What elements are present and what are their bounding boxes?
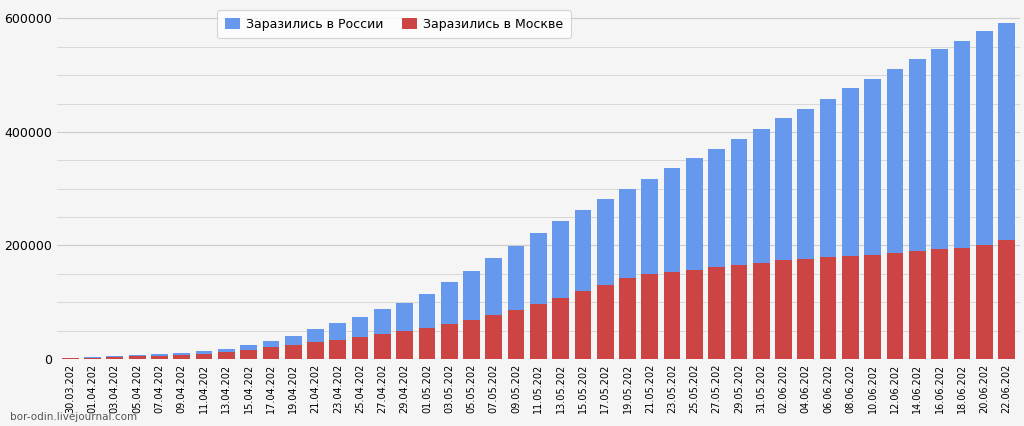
Bar [709, 268, 725, 359]
Bar [730, 139, 748, 359]
Bar [196, 351, 212, 359]
Bar [152, 356, 168, 359]
Bar [84, 357, 101, 359]
Bar [820, 98, 837, 359]
Bar [709, 149, 725, 359]
Bar [753, 262, 770, 359]
Bar [441, 324, 458, 359]
Bar [419, 294, 435, 359]
Bar [976, 245, 992, 359]
Bar [419, 328, 435, 359]
Bar [285, 345, 301, 359]
Bar [775, 118, 792, 359]
Bar [775, 260, 792, 359]
Bar [173, 355, 190, 359]
Bar [218, 348, 234, 359]
Bar [196, 354, 212, 359]
Bar [931, 49, 948, 359]
Bar [285, 336, 301, 359]
Bar [909, 59, 926, 359]
Bar [374, 309, 391, 359]
Bar [842, 88, 859, 359]
Bar [485, 259, 502, 359]
Bar [641, 274, 658, 359]
Bar [620, 278, 636, 359]
Text: bor-odin.livejournal.com: bor-odin.livejournal.com [10, 412, 137, 422]
Bar [887, 253, 903, 359]
Bar [686, 158, 702, 359]
Bar [106, 356, 123, 359]
Bar [730, 265, 748, 359]
Bar [262, 348, 280, 359]
Bar [241, 350, 257, 359]
Bar [330, 340, 346, 359]
Bar [798, 109, 814, 359]
Bar [307, 329, 324, 359]
Bar [485, 315, 502, 359]
Bar [129, 355, 145, 359]
Bar [597, 285, 613, 359]
Bar [820, 257, 837, 359]
Bar [61, 358, 79, 359]
Bar [463, 271, 480, 359]
Bar [953, 248, 970, 359]
Bar [374, 334, 391, 359]
Bar [530, 233, 547, 359]
Bar [552, 298, 569, 359]
Bar [552, 222, 569, 359]
Bar [173, 353, 190, 359]
Bar [441, 282, 458, 359]
Bar [330, 323, 346, 359]
Bar [620, 189, 636, 359]
Bar [84, 357, 101, 359]
Bar [998, 240, 1015, 359]
Bar [152, 354, 168, 359]
Bar [998, 23, 1015, 359]
Bar [641, 178, 658, 359]
Bar [106, 357, 123, 359]
Bar [61, 358, 79, 359]
Bar [909, 251, 926, 359]
Bar [508, 310, 524, 359]
Bar [931, 249, 948, 359]
Bar [262, 341, 280, 359]
Bar [686, 270, 702, 359]
Bar [664, 168, 681, 359]
Bar [597, 199, 613, 359]
Bar [351, 337, 369, 359]
Bar [574, 210, 591, 359]
Bar [664, 272, 681, 359]
Bar [396, 331, 413, 359]
Bar [574, 291, 591, 359]
Bar [842, 256, 859, 359]
Bar [864, 79, 881, 359]
Bar [241, 345, 257, 359]
Bar [396, 302, 413, 359]
Bar [953, 41, 970, 359]
Bar [753, 129, 770, 359]
Bar [351, 317, 369, 359]
Bar [307, 343, 324, 359]
Bar [530, 304, 547, 359]
Bar [508, 246, 524, 359]
Bar [463, 320, 480, 359]
Bar [976, 32, 992, 359]
Legend: Заразились в России, Заразились в Москве: Заразились в России, Заразились в Москве [217, 10, 570, 38]
Bar [129, 357, 145, 359]
Bar [218, 352, 234, 359]
Bar [864, 254, 881, 359]
Bar [887, 69, 903, 359]
Bar [798, 259, 814, 359]
